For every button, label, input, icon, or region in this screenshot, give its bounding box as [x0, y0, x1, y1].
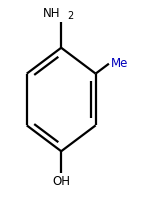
Text: NH: NH: [43, 7, 60, 20]
Text: 2: 2: [67, 12, 74, 21]
Text: OH: OH: [52, 175, 70, 188]
Text: Me: Me: [110, 57, 128, 70]
